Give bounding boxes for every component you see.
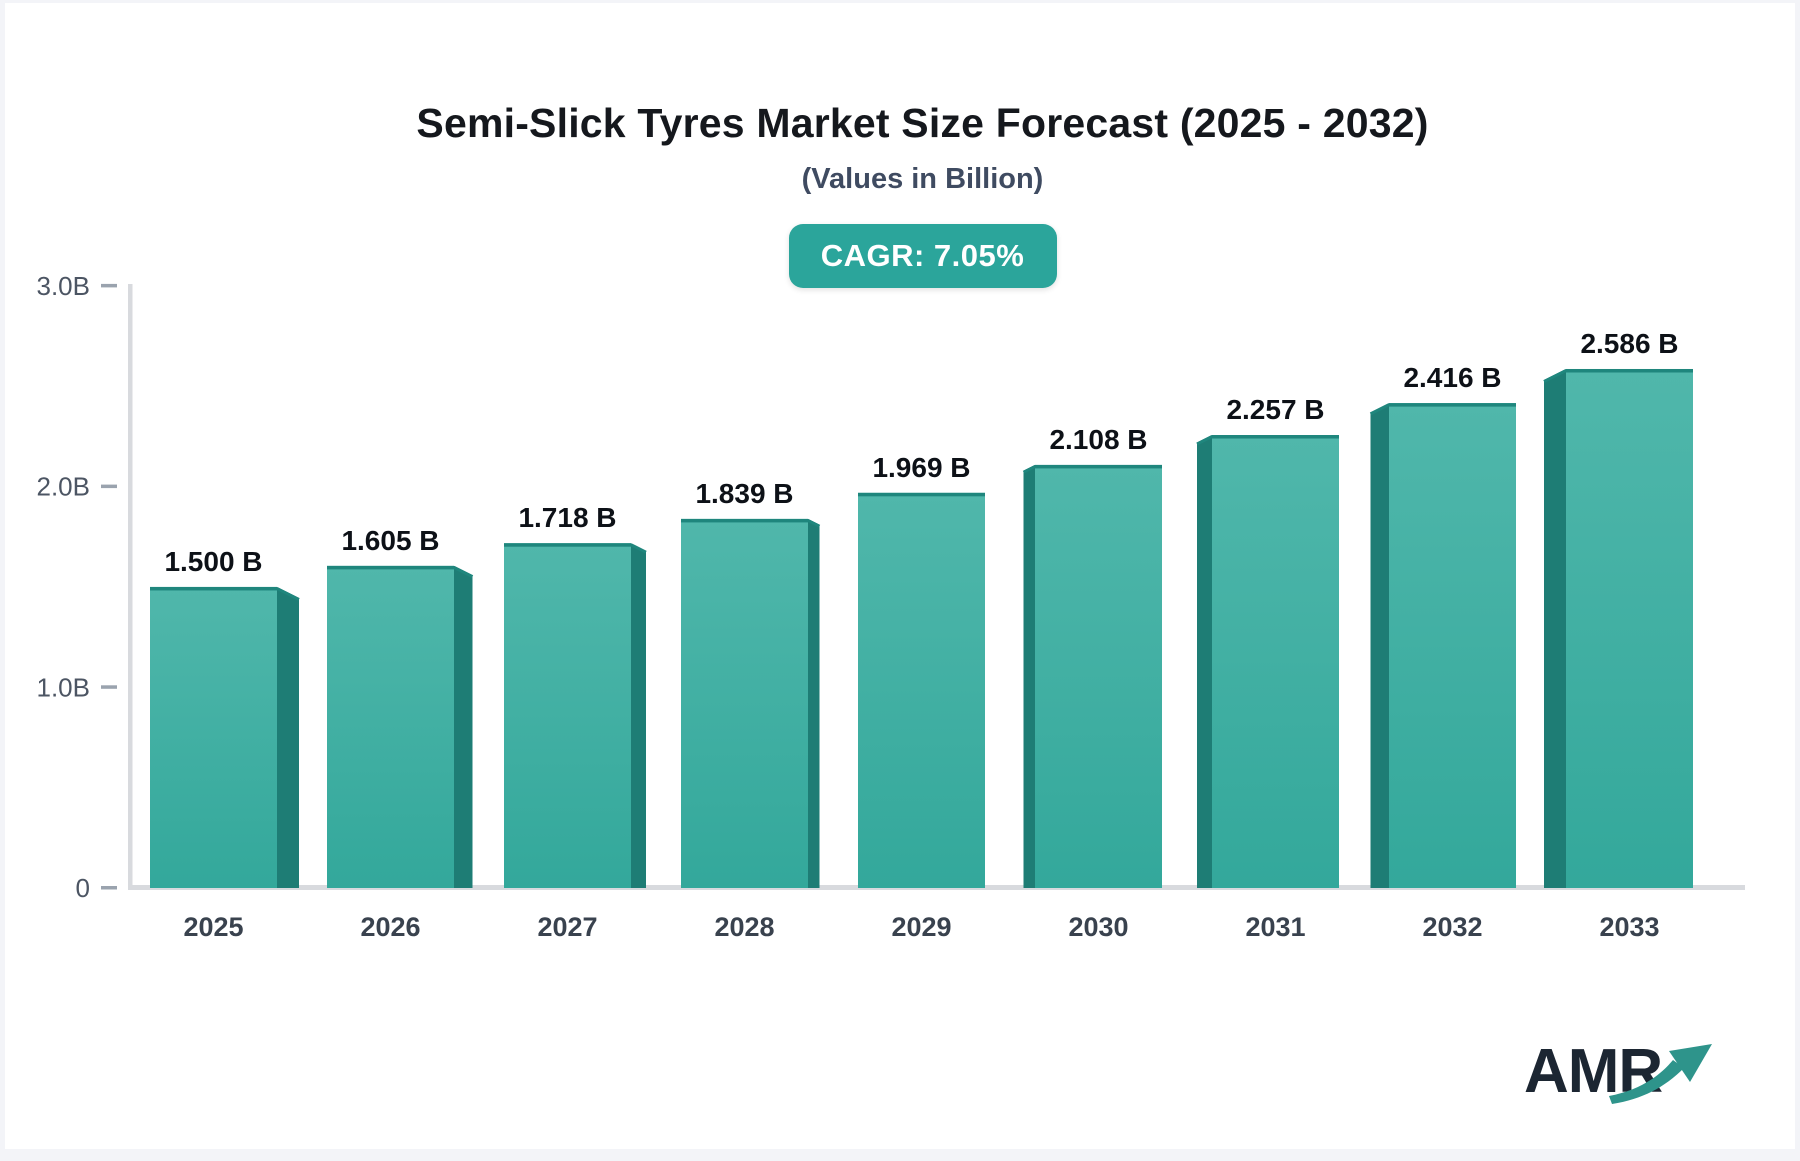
y-tick-label: 1.0B bbox=[37, 672, 91, 702]
y-tick-mark bbox=[101, 685, 117, 689]
x-axis-label: 2029 bbox=[891, 912, 951, 942]
bar-front-face bbox=[858, 492, 985, 888]
bar-front-face bbox=[327, 565, 454, 888]
bar-side-top-edge bbox=[1369, 403, 1390, 416]
bar-side-face bbox=[808, 518, 820, 888]
bar-2030[interactable]: 2.108 B bbox=[1022, 424, 1163, 888]
y-tick-label: 3.0B bbox=[37, 271, 91, 301]
x-axis-label: 2025 bbox=[183, 912, 243, 942]
bar-2027[interactable]: 1.718 B bbox=[504, 502, 647, 888]
bar-top-edge bbox=[1212, 435, 1339, 439]
x-axis-label: 2032 bbox=[1422, 912, 1482, 942]
bar-front-face bbox=[150, 586, 277, 888]
chart-subtitle: (Values in Billion) bbox=[801, 163, 1044, 195]
bar-top-edge bbox=[858, 492, 985, 497]
bar-2025[interactable]: 1.500 B bbox=[150, 546, 300, 888]
bar-top-edge bbox=[1566, 368, 1693, 373]
x-axis-label: 2026 bbox=[360, 912, 420, 942]
bar-side-face bbox=[1197, 435, 1212, 888]
bar-front-face bbox=[504, 543, 631, 888]
x-axis-label: 2027 bbox=[537, 912, 597, 942]
bar-value-label: 2.586 B bbox=[1580, 328, 1678, 359]
bar-side-face bbox=[631, 543, 646, 888]
bar-top-edge bbox=[150, 586, 277, 591]
bar-value-label: 2.108 B bbox=[1049, 424, 1147, 455]
bar-side-top-edge bbox=[276, 587, 300, 601]
bar-top-edge bbox=[1035, 464, 1162, 469]
bar-value-label: 1.718 B bbox=[518, 502, 616, 533]
bar-value-label: 1.839 B bbox=[695, 478, 793, 509]
bar-2032[interactable]: 2.416 B bbox=[1369, 362, 1517, 888]
chart-title: Semi-Slick Tyres Market Size Forecast (2… bbox=[416, 100, 1429, 146]
amr-logo: AMR bbox=[1524, 1036, 1724, 1116]
bar-2031[interactable]: 2.257 B bbox=[1196, 394, 1339, 888]
chart-header: Semi-Slick Tyres Market Size Forecast (2… bbox=[45, 0, 1800, 288]
bar-side-face bbox=[1370, 403, 1389, 888]
bar-2028[interactable]: 1.839 B bbox=[681, 478, 821, 888]
bar-side-top-edge bbox=[1543, 369, 1567, 383]
bar-2029[interactable]: 1.969 B bbox=[858, 452, 985, 888]
bar-value-label: 1.969 B bbox=[872, 452, 970, 483]
bar-side-top-edge bbox=[1196, 435, 1213, 446]
bar-side-face bbox=[454, 565, 473, 888]
bar-top-edge bbox=[504, 543, 631, 547]
bar-side-top-edge bbox=[1022, 465, 1036, 474]
bar-top-edge bbox=[1389, 403, 1516, 407]
y-tick-mark bbox=[101, 484, 117, 489]
y-tick-mark bbox=[101, 886, 117, 890]
y-tick-label: 0 bbox=[76, 873, 90, 903]
bar-value-label: 1.500 B bbox=[164, 546, 262, 577]
bar-front-face bbox=[1389, 403, 1516, 888]
y-tick-mark bbox=[101, 283, 117, 288]
bar-side-face bbox=[1544, 368, 1566, 888]
growth-arrow-icon bbox=[1609, 1044, 1712, 1104]
x-axis-label: 2030 bbox=[1068, 912, 1128, 942]
bar-front-face bbox=[681, 518, 808, 888]
bar-front-face bbox=[1035, 464, 1162, 888]
x-axis-label: 2028 bbox=[714, 912, 774, 942]
bar-2033[interactable]: 2.586 B bbox=[1543, 328, 1693, 888]
bar-front-face bbox=[1566, 368, 1693, 888]
bar-side-top-edge bbox=[630, 543, 647, 554]
bar-2026[interactable]: 1.605 B bbox=[327, 525, 474, 888]
bar-top-edge bbox=[327, 565, 454, 570]
cagr-badge: CAGR: 7.05% bbox=[788, 224, 1057, 288]
x-axis-label: 2031 bbox=[1245, 912, 1305, 942]
x-axis-label: 2033 bbox=[1599, 912, 1659, 942]
bar-side-top-edge bbox=[807, 519, 821, 528]
bar-side-top-edge bbox=[453, 566, 474, 578]
bar-side-face bbox=[1023, 464, 1035, 888]
bar-side-face bbox=[277, 586, 299, 888]
bar-value-label: 2.416 B bbox=[1403, 362, 1501, 393]
bar-value-label: 1.605 B bbox=[341, 525, 439, 556]
y-axis-line bbox=[128, 284, 133, 888]
y-tick-label: 2.0B bbox=[37, 472, 91, 502]
bar-front-face bbox=[1212, 435, 1339, 888]
bar-top-edge bbox=[681, 518, 808, 523]
bar-value-label: 2.257 B bbox=[1226, 394, 1324, 425]
